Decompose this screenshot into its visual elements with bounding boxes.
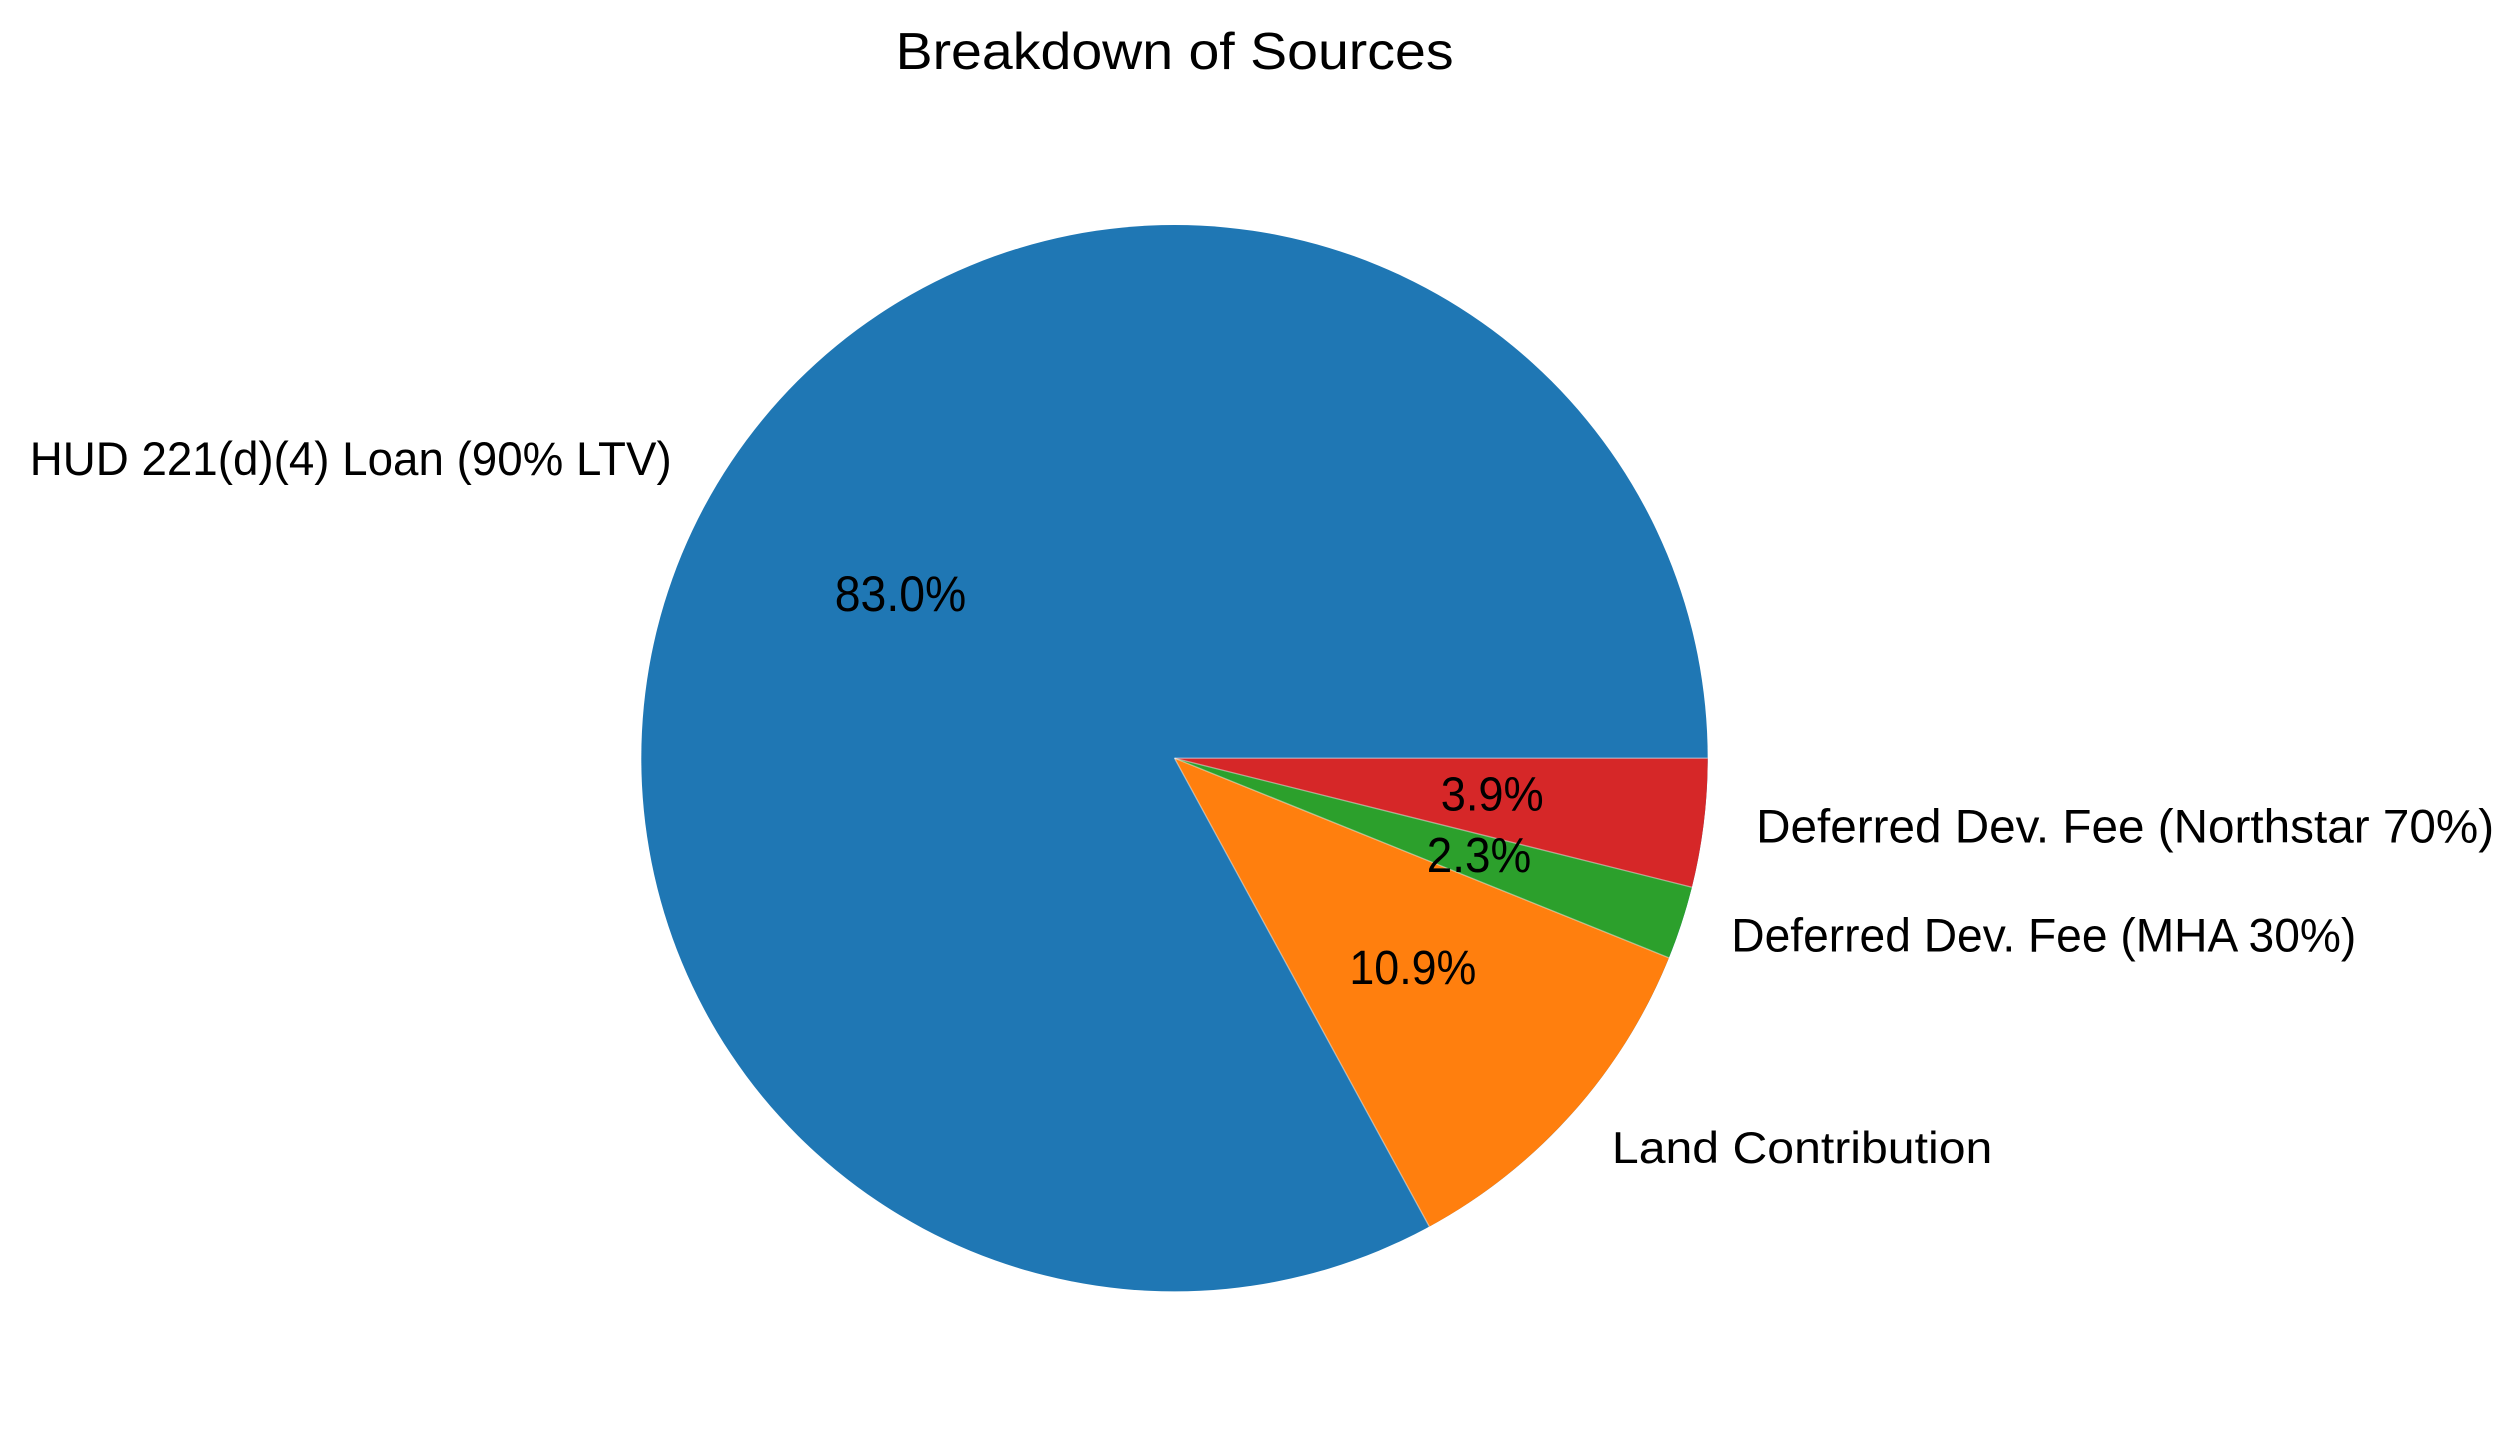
svg-text:83.0%: 83.0% — [835, 565, 967, 622]
svg-text:Breakdown of Sources: Breakdown of Sources — [896, 23, 1454, 81]
svg-text:Deferred Dev. Fee (Northstar 7: Deferred Dev. Fee (Northstar 70%) — [1756, 800, 2494, 853]
svg-text:Land Contribution: Land Contribution — [1612, 1123, 1992, 1173]
svg-text:3.9%: 3.9% — [1441, 769, 1544, 822]
svg-text:Deferred Dev. Fee (MHA 30%): Deferred Dev. Fee (MHA 30%) — [1731, 909, 2356, 962]
svg-text:2.3%: 2.3% — [1427, 828, 1532, 883]
svg-text:10.9%: 10.9% — [1349, 941, 1476, 995]
svg-text:HUD 221(d)(4) Loan (90% LTV): HUD 221(d)(4) Loan (90% LTV) — [30, 432, 672, 485]
